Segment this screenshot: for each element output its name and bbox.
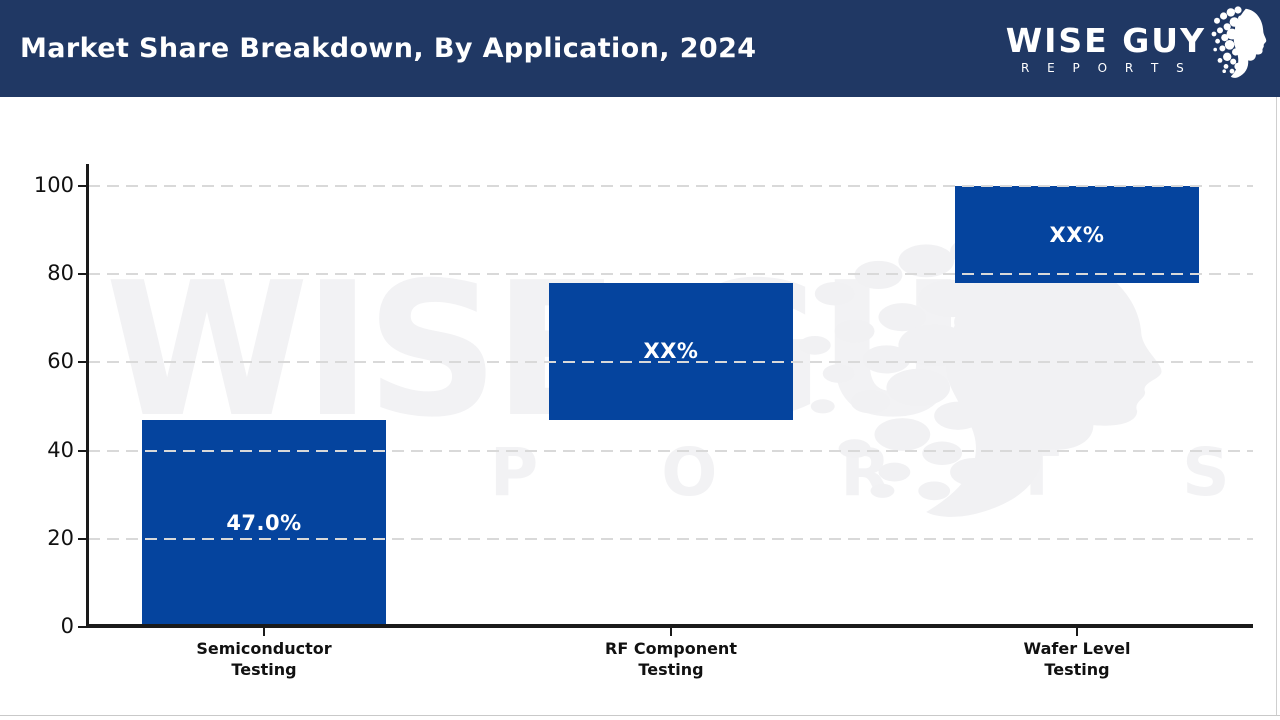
logo-brand-subtitle: R E P O R T S xyxy=(1020,61,1191,75)
x-category-label-line: RF Component xyxy=(605,639,737,658)
gridline-100 xyxy=(88,185,1253,187)
bar-value-label-1: 47.0% xyxy=(226,511,302,536)
x-category-label-line: Semiconductor xyxy=(196,639,332,658)
page-title: Market Share Breakdown, By Application, … xyxy=(20,33,757,64)
x-category-label-line: Testing xyxy=(231,660,297,679)
y-tick-label-40: 40 xyxy=(47,437,74,462)
y-axis-tick-20 xyxy=(78,537,88,540)
logo-brand-name: WISE GUY xyxy=(1005,21,1206,60)
gridline-20 xyxy=(88,537,1253,540)
x-axis-tick-3 xyxy=(1076,628,1078,636)
gridline-80 xyxy=(88,273,1253,276)
bar-2: XX% xyxy=(549,283,793,420)
y-tick-label-100: 100 xyxy=(33,173,74,197)
y-tick-label-80: 80 xyxy=(47,261,74,286)
logo-head-icon xyxy=(1208,4,1268,94)
y-axis-line xyxy=(86,164,89,628)
y-axis-tick-100 xyxy=(78,185,88,187)
x-category-label-line: Testing xyxy=(1044,660,1110,679)
y-tick-label-20: 20 xyxy=(47,525,74,550)
x-axis-tick-2 xyxy=(670,628,672,636)
x-axis-line xyxy=(86,624,1253,628)
y-axis-tick-40 xyxy=(78,449,88,452)
y-axis-tick-80 xyxy=(78,273,88,276)
header-bar: Market Share Breakdown, By Application, … xyxy=(0,0,1280,97)
bar-3: XX% xyxy=(955,186,1199,284)
x-axis-tick-1 xyxy=(263,628,265,636)
x-category-label-1: Semiconductor Testing xyxy=(114,638,414,680)
x-category-label-line: Testing xyxy=(638,660,704,679)
x-category-label-3: Wafer Level Testing xyxy=(927,638,1227,680)
x-category-label-2: RF Component Testing xyxy=(521,638,821,680)
y-axis-tick-0 xyxy=(78,626,88,628)
wise-guy-logo: WISE GUY R E P O R T S xyxy=(1006,4,1268,94)
bar-value-label-2: XX% xyxy=(643,339,699,364)
bar-value-label-3: XX% xyxy=(1049,222,1105,247)
gridline-40 xyxy=(88,449,1253,452)
gridline-60 xyxy=(88,361,1253,364)
right-edge-divider xyxy=(1276,97,1277,716)
y-axis-tick-60 xyxy=(78,361,88,364)
y-tick-label-0: 0 xyxy=(60,614,74,638)
bar-1: 47.0% xyxy=(142,419,386,627)
x-category-label-line: Wafer Level xyxy=(1023,639,1131,658)
y-tick-label-60: 60 xyxy=(47,349,74,374)
bottom-edge-divider xyxy=(0,715,1280,716)
